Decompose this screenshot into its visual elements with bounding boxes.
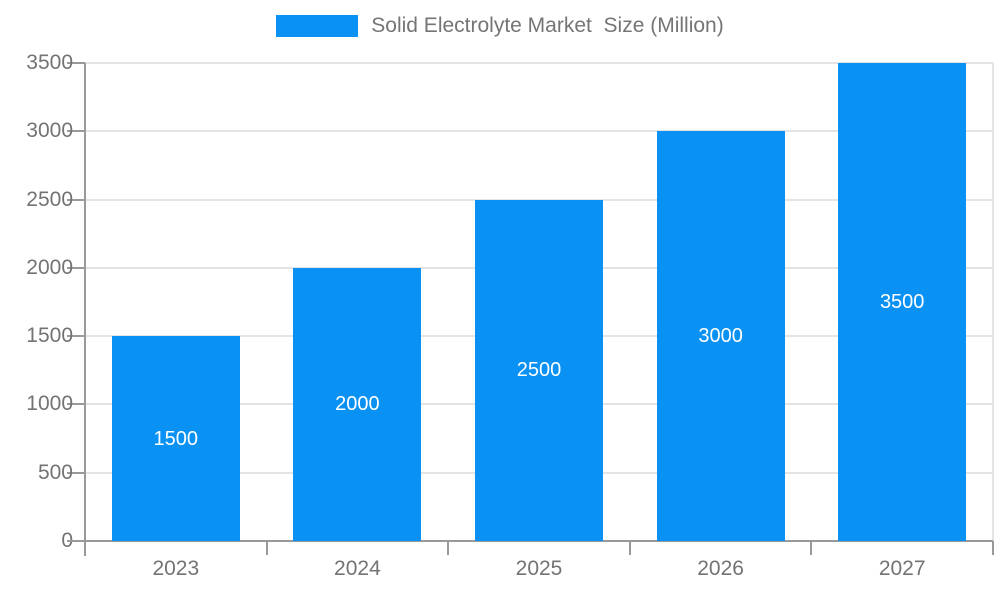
chart-legend[interactable]: Solid Electrolyte Market Size (Million) [0, 14, 1000, 38]
x-axis-tick-3 [628, 541, 631, 555]
y-axis-tick-label-500: 500 [37, 460, 73, 484]
y-axis-line [84, 63, 86, 556]
bar-value-label-2025: 2500 [516, 359, 562, 382]
bar-value-label-2024: 2000 [335, 393, 380, 416]
y-axis-tick-2000 [67, 266, 85, 269]
x-axis-line [67, 540, 993, 542]
bar-2027[interactable] [838, 63, 967, 541]
legend-label: Solid Electrolyte Market Size (Million) [371, 14, 724, 37]
x-axis-label-2023: 2023 [152, 557, 200, 580]
bar-2023[interactable] [111, 336, 240, 541]
bar-2024[interactable] [293, 267, 422, 541]
y-axis-tick-label-2500: 2500 [26, 187, 73, 211]
y-axis-tick-1500 [67, 335, 85, 338]
x-axis-tick-1 [265, 541, 268, 555]
y-axis-tick-3000 [67, 130, 85, 133]
bar-2025[interactable] [475, 199, 603, 541]
y-axis-tick-label-2000: 2000 [26, 255, 73, 279]
x-axis-label-2025: 2025 [515, 557, 563, 580]
x-axis-tick-0 [84, 541, 86, 555]
y-axis-tick-2500 [67, 198, 85, 201]
y-axis-tick-label-3500: 3500 [26, 51, 73, 74]
legend-swatch [276, 15, 359, 37]
x-axis-tick-5 [992, 541, 994, 555]
y-axis-tick-label-1000: 1000 [26, 392, 73, 416]
bar-value-label-2023: 1500 [153, 427, 199, 450]
bar-value-label-2027: 3500 [879, 291, 925, 313]
y-axis-tick-label-1500: 1500 [26, 324, 73, 348]
bar-2026[interactable] [656, 131, 785, 541]
x-axis-tick-4 [810, 541, 813, 555]
y-axis-tick-3500 [67, 62, 85, 64]
gridline-v-right [992, 63, 994, 541]
x-axis-label-2027: 2027 [878, 557, 926, 580]
y-axis-tick-label-0: 0 [0, 529, 73, 553]
x-axis-label-2026: 2026 [697, 557, 744, 580]
y-axis-tick-1000 [67, 403, 85, 406]
gridline-h-3000 [85, 130, 993, 133]
bar-value-label-2026: 3000 [698, 325, 743, 348]
y-axis-tick-label-3000: 3000 [26, 119, 73, 143]
gridline-h-3500 [85, 62, 993, 64]
y-axis-tick-500 [67, 471, 85, 474]
x-axis-label-2024: 2024 [334, 557, 381, 580]
x-axis-tick-2 [447, 541, 450, 555]
